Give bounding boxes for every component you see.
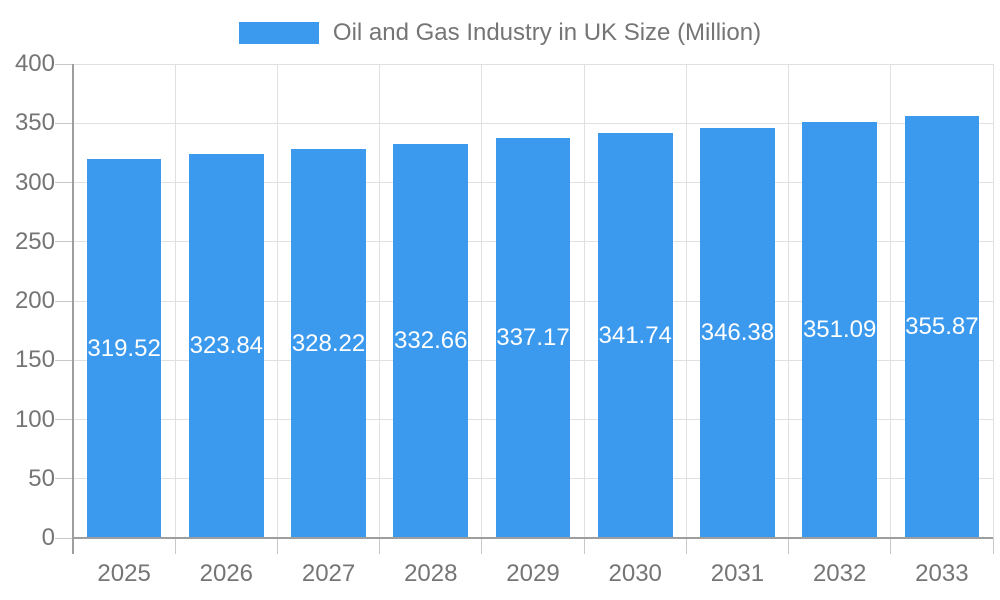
y-tick-label: 150 xyxy=(14,346,55,374)
y-tick xyxy=(55,241,73,243)
y-tick-label: 50 xyxy=(28,464,55,492)
bar-value-label: 355.87 xyxy=(905,313,979,341)
bar-value-label: 346.38 xyxy=(700,318,775,346)
y-tick xyxy=(55,300,73,302)
x-gridline xyxy=(685,64,687,538)
y-tick xyxy=(55,537,73,539)
x-tick-label: 2032 xyxy=(812,560,867,587)
x-tick xyxy=(583,538,585,554)
y-tick xyxy=(55,122,73,124)
y-gridline xyxy=(73,63,993,65)
legend[interactable]: Oil and Gas Industry in UK Size (Million… xyxy=(0,20,1000,46)
bar[interactable]: 351.09 xyxy=(802,121,877,538)
x-tick-label: 2025 xyxy=(97,560,151,587)
x-gridline xyxy=(481,64,483,538)
y-tick xyxy=(55,478,73,480)
y-axis-line xyxy=(72,64,74,554)
bar[interactable]: 341.74 xyxy=(597,133,673,538)
x-gridline xyxy=(276,64,278,538)
x-axis-line xyxy=(73,537,993,539)
y-tick-label: 250 xyxy=(14,227,55,255)
y-tick-label: 200 xyxy=(14,287,55,314)
bar[interactable]: 346.38 xyxy=(700,127,775,538)
bar[interactable]: 319.52 xyxy=(86,159,162,538)
x-tick-label: 2030 xyxy=(608,560,662,587)
bar-value-label: 323.84 xyxy=(189,332,264,360)
legend-title: Oil and Gas Industry in UK Size (Million… xyxy=(332,19,762,46)
y-tick xyxy=(55,359,73,361)
bar-value-label: 341.74 xyxy=(598,321,672,349)
x-tick xyxy=(174,538,176,554)
x-tick xyxy=(788,538,790,554)
bar[interactable]: 337.17 xyxy=(495,138,571,538)
bar[interactable]: 355.87 xyxy=(904,116,980,538)
x-tick-label: 2033 xyxy=(915,560,969,587)
y-tick xyxy=(55,63,73,65)
bar-value-label: 351.09 xyxy=(802,315,877,343)
x-tick xyxy=(992,538,994,554)
y-tick xyxy=(55,182,73,183)
bar-value-label: 337.17 xyxy=(496,324,570,352)
legend-swatch-icon xyxy=(238,22,319,44)
x-tick-label: 2031 xyxy=(710,560,765,587)
x-tick xyxy=(685,538,687,554)
x-tick xyxy=(890,538,892,554)
x-gridline xyxy=(174,64,176,538)
y-gridline xyxy=(73,122,993,124)
y-tick-label: 100 xyxy=(14,405,55,433)
x-tick-label: 2026 xyxy=(199,560,254,587)
bar-value-label: 319.52 xyxy=(87,334,161,362)
y-tick-label: 400 xyxy=(14,50,55,77)
x-gridline xyxy=(890,64,892,538)
x-tick xyxy=(481,538,483,554)
bar[interactable]: 328.22 xyxy=(291,149,366,538)
bar[interactable]: 323.84 xyxy=(189,154,264,538)
bar[interactable]: 332.66 xyxy=(393,143,469,538)
x-tick xyxy=(379,538,381,554)
x-gridline xyxy=(583,64,585,538)
x-gridline xyxy=(788,64,790,538)
bar-value-label: 328.22 xyxy=(291,329,366,357)
y-tick-label: 350 xyxy=(14,109,55,137)
x-gridline xyxy=(992,64,994,538)
bar-value-label: 332.66 xyxy=(394,326,468,354)
y-tick-label: 300 xyxy=(14,168,55,196)
x-tick-label: 2028 xyxy=(404,560,458,587)
y-tick-label: 0 xyxy=(41,524,55,551)
x-tick-label: 2029 xyxy=(506,560,560,587)
x-tick xyxy=(276,538,278,554)
y-tick xyxy=(55,419,73,420)
x-tick-label: 2027 xyxy=(301,560,356,587)
x-gridline xyxy=(379,64,381,538)
